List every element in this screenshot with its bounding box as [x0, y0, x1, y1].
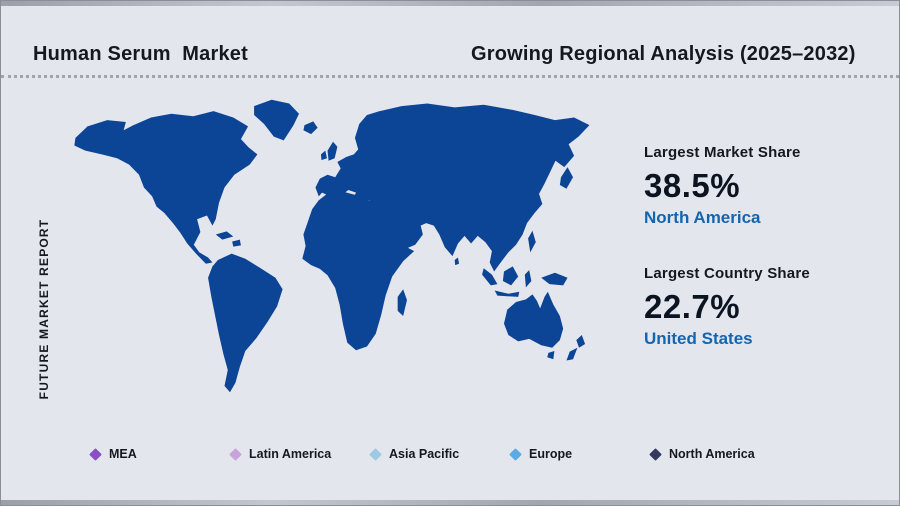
diamond-icon — [509, 447, 522, 461]
diamond-icon — [369, 447, 382, 461]
dotted-separator — [1, 75, 899, 78]
stat-largest-market-share: Largest Market Share 38.5% North America — [644, 144, 801, 228]
stat-label: Largest Country Share — [644, 265, 810, 282]
stat-label: Largest Market Share — [644, 144, 801, 161]
stat-value: 38.5% — [644, 167, 741, 204]
bottom-edge-strip — [1, 500, 899, 505]
page-title: Human Serum Market — [33, 43, 248, 65]
world-map — [59, 87, 607, 405]
legend-label: Asia Pacific — [389, 447, 460, 461]
diamond-icon — [89, 447, 102, 461]
diamond-icon — [229, 447, 242, 461]
stat-region: North America — [644, 208, 761, 227]
legend-label: Europe — [529, 447, 573, 461]
stat-largest-country-share: Largest Country Share 22.7% United State… — [644, 265, 810, 349]
legend-label: Latin America — [249, 447, 332, 461]
world-map-svg — [74, 99, 590, 393]
page-subtitle: Growing Regional Analysis (2025–2032) — [471, 43, 856, 65]
legend-item-north-america: North America — [649, 447, 791, 461]
legend-label: MEA — [109, 447, 137, 461]
legend-item-europe: Europe — [509, 447, 651, 461]
brand-watermark: FUTURE MARKET REPORT — [37, 218, 51, 400]
top-edge-strip — [1, 1, 899, 6]
legend-item-latin-america: Latin America — [229, 447, 371, 461]
legend-item-asia-pacific: Asia Pacific — [369, 447, 511, 461]
legend-item-mea: MEA — [89, 447, 231, 461]
diamond-icon — [649, 447, 662, 461]
world-map-landmass — [74, 99, 590, 393]
map-legend: MEA Latin America Asia Pacific Europe No… — [89, 447, 791, 461]
legend-label: North America — [669, 447, 755, 461]
stat-region: United States — [644, 329, 753, 348]
stat-value: 22.7% — [644, 288, 741, 325]
